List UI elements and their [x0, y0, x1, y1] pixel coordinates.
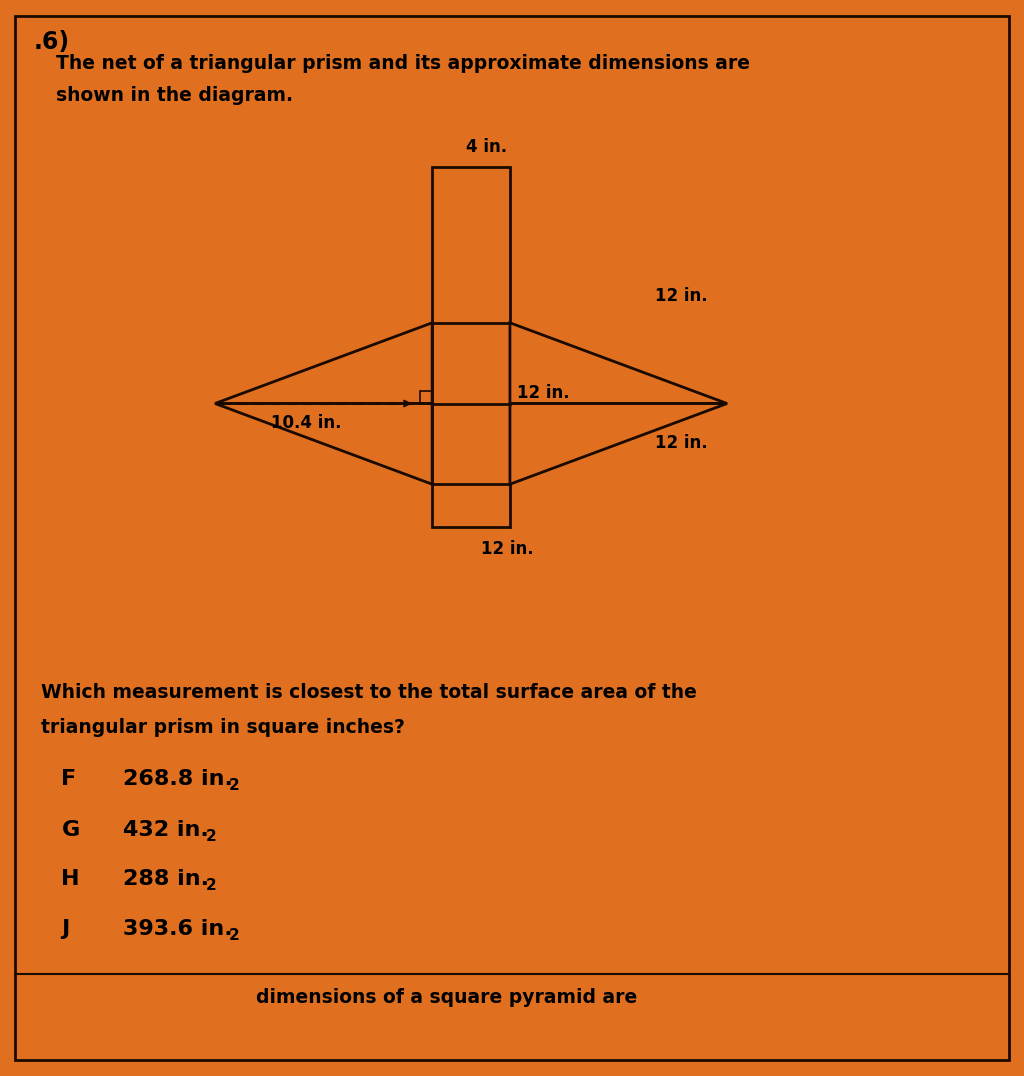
Text: 10.4 in.: 10.4 in.: [271, 414, 342, 433]
Text: .6): .6): [34, 30, 70, 54]
Text: The net of a triangular prism and its approximate dimensions are: The net of a triangular prism and its ap…: [56, 54, 751, 73]
Text: 12 in.: 12 in.: [655, 435, 708, 452]
Text: F: F: [61, 769, 77, 790]
Text: H: H: [61, 869, 80, 890]
Polygon shape: [510, 323, 727, 404]
Polygon shape: [510, 404, 727, 484]
Text: 2: 2: [205, 878, 216, 893]
Text: 2: 2: [228, 778, 240, 793]
Text: 393.6 in.: 393.6 in.: [123, 919, 232, 939]
Text: 12 in.: 12 in.: [481, 540, 534, 558]
Text: G: G: [61, 820, 80, 840]
Text: 288 in.: 288 in.: [123, 869, 209, 890]
Polygon shape: [215, 323, 432, 404]
Text: shown in the diagram.: shown in the diagram.: [56, 86, 293, 105]
Text: 12 in.: 12 in.: [517, 384, 569, 401]
Text: 2: 2: [205, 829, 216, 844]
Text: J: J: [61, 919, 70, 939]
Text: 12 in.: 12 in.: [655, 287, 708, 305]
Text: 432 in.: 432 in.: [123, 820, 209, 840]
Polygon shape: [215, 404, 432, 484]
Bar: [432, 167, 510, 527]
Text: triangular prism in square inches?: triangular prism in square inches?: [41, 718, 404, 737]
Text: 4 in.: 4 in.: [466, 138, 507, 156]
Text: 2: 2: [228, 928, 240, 943]
Text: dimensions of a square pyramid are: dimensions of a square pyramid are: [256, 988, 637, 1007]
Bar: [420, 391, 432, 404]
Text: 268.8 in.: 268.8 in.: [123, 769, 232, 790]
Text: Which measurement is closest to the total surface area of the: Which measurement is closest to the tota…: [41, 683, 697, 703]
